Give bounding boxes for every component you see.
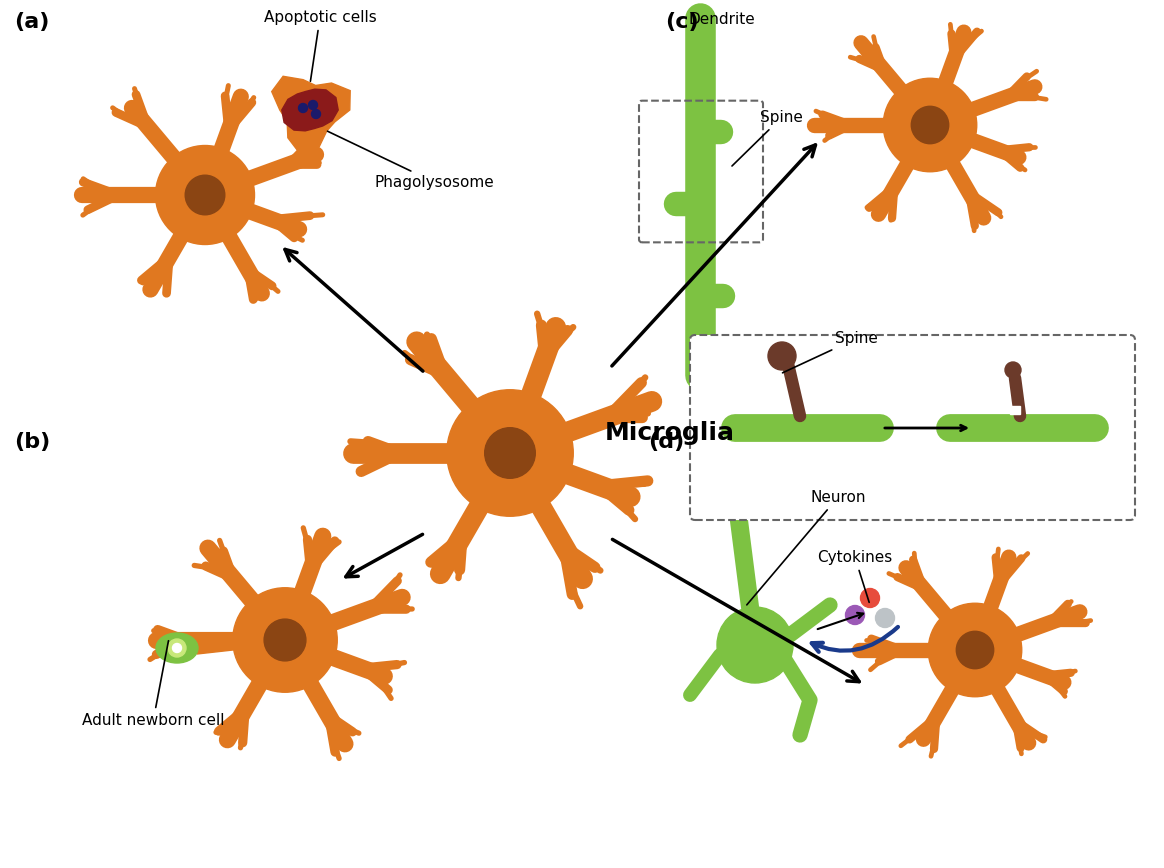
Circle shape <box>264 619 306 661</box>
Text: Spine: Spine <box>732 110 803 166</box>
Circle shape <box>172 643 182 653</box>
Text: (c): (c) <box>665 12 698 32</box>
Circle shape <box>928 603 1022 697</box>
Text: Neuron: Neuron <box>747 490 866 605</box>
Circle shape <box>298 103 307 113</box>
Bar <box>1010 406 1020 414</box>
Polygon shape <box>197 635 233 654</box>
Text: Apoptotic cells: Apoptotic cells <box>263 10 376 82</box>
Circle shape <box>185 175 225 214</box>
Circle shape <box>312 109 320 119</box>
Polygon shape <box>282 89 339 131</box>
Circle shape <box>717 607 793 683</box>
Ellipse shape <box>156 633 198 663</box>
Ellipse shape <box>717 128 730 137</box>
Text: Phagolysosome: Phagolysosome <box>327 131 495 190</box>
Ellipse shape <box>718 291 732 302</box>
Circle shape <box>233 588 338 693</box>
Circle shape <box>1005 362 1021 378</box>
Text: (a): (a) <box>14 12 49 32</box>
Circle shape <box>860 589 880 608</box>
Circle shape <box>883 78 977 172</box>
Circle shape <box>768 342 796 370</box>
Text: Spine: Spine <box>782 331 878 373</box>
Circle shape <box>875 608 894 628</box>
Polygon shape <box>271 76 350 154</box>
Text: Microglia: Microglia <box>605 421 734 445</box>
Circle shape <box>957 631 994 668</box>
Circle shape <box>168 639 186 657</box>
Text: (b): (b) <box>14 432 50 452</box>
Text: (d): (d) <box>648 432 684 452</box>
Circle shape <box>845 606 865 624</box>
FancyBboxPatch shape <box>690 335 1135 520</box>
Text: Dendrite: Dendrite <box>688 12 754 27</box>
Text: Cytokines: Cytokines <box>817 550 893 602</box>
Circle shape <box>447 390 573 516</box>
Ellipse shape <box>666 198 682 210</box>
Circle shape <box>156 146 255 245</box>
Circle shape <box>911 106 949 144</box>
Circle shape <box>484 428 535 478</box>
Circle shape <box>308 101 318 109</box>
Text: Adult newborn cell: Adult newborn cell <box>81 641 225 728</box>
